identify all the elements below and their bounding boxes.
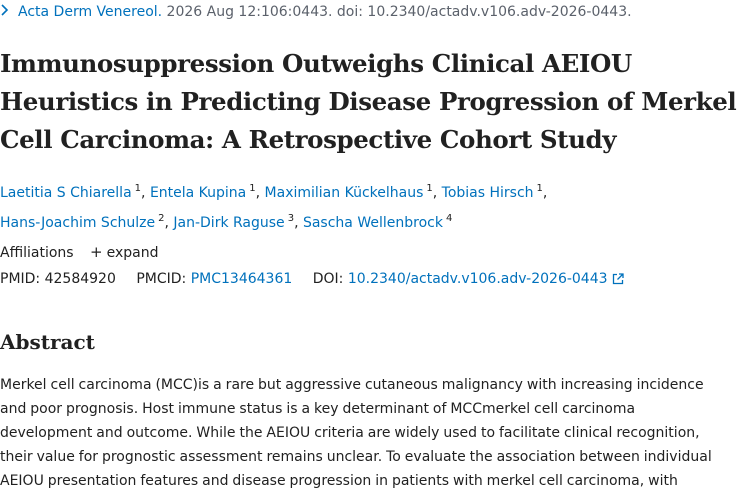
citation-details: 2026 Aug 12:106:0443. doi: 10.2340/actad… (162, 4, 632, 20)
external-link-icon[interactable] (612, 273, 624, 289)
pmid-value: 42584920 (44, 271, 116, 287)
citation-line: Acta Derm Venereol. 2026 Aug 12:106:0443… (0, 4, 632, 20)
author-link[interactable]: Tobias Hirsch (441, 185, 534, 201)
affiliation-number[interactable]: 1 (134, 183, 142, 194)
affiliations-expand-button[interactable]: + expand (78, 243, 159, 261)
affiliation-number[interactable]: 4 (445, 213, 453, 224)
affiliations-label: Affiliations (0, 245, 74, 261)
pmcid-link[interactable]: PMC13464361 (190, 271, 293, 287)
chevron-right-icon[interactable] (0, 4, 12, 20)
author-link[interactable]: Entela Kupina (149, 185, 247, 201)
doi-link[interactable]: 10.2340/actadv.v106.adv-2026-0443 (347, 271, 608, 287)
author-link[interactable]: Jan-Dirk Raguse (173, 215, 285, 231)
affiliation-number[interactable]: 2 (158, 213, 165, 224)
abstract-line: AEIOU presentation features and disease … (0, 473, 678, 489)
pmcid-label: PMCID: (136, 271, 187, 287)
doi-label: DOI: (312, 271, 344, 287)
abstract-line: and poor prognosis. Host immune status i… (0, 401, 636, 417)
author-list: Laetitia S Chiarella 1, Entela Kupina 1, M… (0, 183, 548, 231)
affiliation-number[interactable]: 1 (536, 183, 543, 194)
article-title: Immunosuppression Outweighs Clinical AEI… (0, 49, 737, 154)
abstract-text: Merkel cell carcinoma (MCC)is a rare but… (0, 373, 750, 493)
affiliations-row: Affiliations + expand (0, 243, 159, 261)
author-link[interactable]: Hans-Joachim Schulze (0, 215, 156, 231)
abstract-line: development and outcome. While the AEIOU… (0, 425, 700, 441)
pmid-label: PMID: (0, 271, 41, 287)
affiliation-number[interactable]: 3 (287, 213, 295, 224)
author-link[interactable]: Maximilian Kückelhaus (264, 185, 424, 201)
abstract-line: their value for prognostic assessment re… (0, 449, 712, 465)
abstract-line: Merkel cell carcinoma (MCC)is a rare but… (0, 377, 704, 393)
journal-link[interactable]: Acta Derm Venereol. (18, 4, 163, 20)
expand-label: expand (106, 245, 159, 261)
plus-icon: + (90, 243, 103, 261)
identifiers-row: PMID: 42584920 PMCID: PMC13464361 DOI: 1… (0, 271, 624, 289)
affiliation-number[interactable]: 1 (249, 183, 256, 194)
abstract-heading: Abstract (0, 330, 95, 354)
author-link[interactable]: Sascha Wellenbrock (302, 215, 443, 231)
author-link[interactable]: Laetitia S Chiarella (0, 185, 132, 201)
affiliation-number[interactable]: 1 (426, 183, 433, 194)
